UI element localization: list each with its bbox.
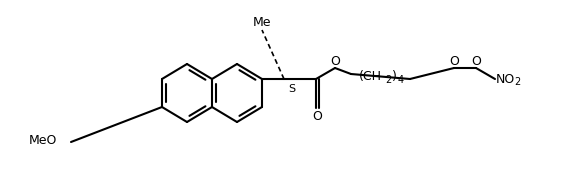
Text: ): )	[392, 70, 397, 83]
Text: 2: 2	[386, 75, 391, 85]
Text: 2: 2	[514, 77, 520, 87]
Text: O: O	[330, 55, 340, 68]
Text: O: O	[449, 55, 459, 68]
Text: 4: 4	[398, 75, 403, 85]
Text: Me: Me	[253, 16, 271, 28]
Text: NO: NO	[496, 73, 515, 85]
Text: S: S	[288, 84, 296, 94]
Text: (CH: (CH	[359, 70, 382, 83]
Text: MeO: MeO	[29, 134, 57, 147]
Text: O: O	[471, 55, 481, 68]
Text: O: O	[312, 110, 322, 122]
